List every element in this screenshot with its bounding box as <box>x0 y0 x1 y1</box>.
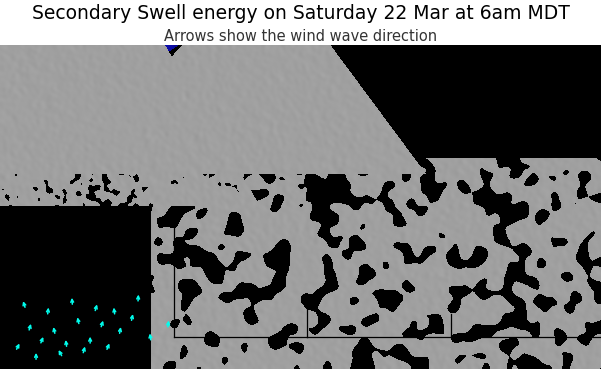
Text: Secondary Swell energy on Saturday 22 Mar at 6am MDT: Secondary Swell energy on Saturday 22 Ma… <box>32 4 569 23</box>
Text: Arrows show the wind wave direction: Arrows show the wind wave direction <box>164 30 437 44</box>
